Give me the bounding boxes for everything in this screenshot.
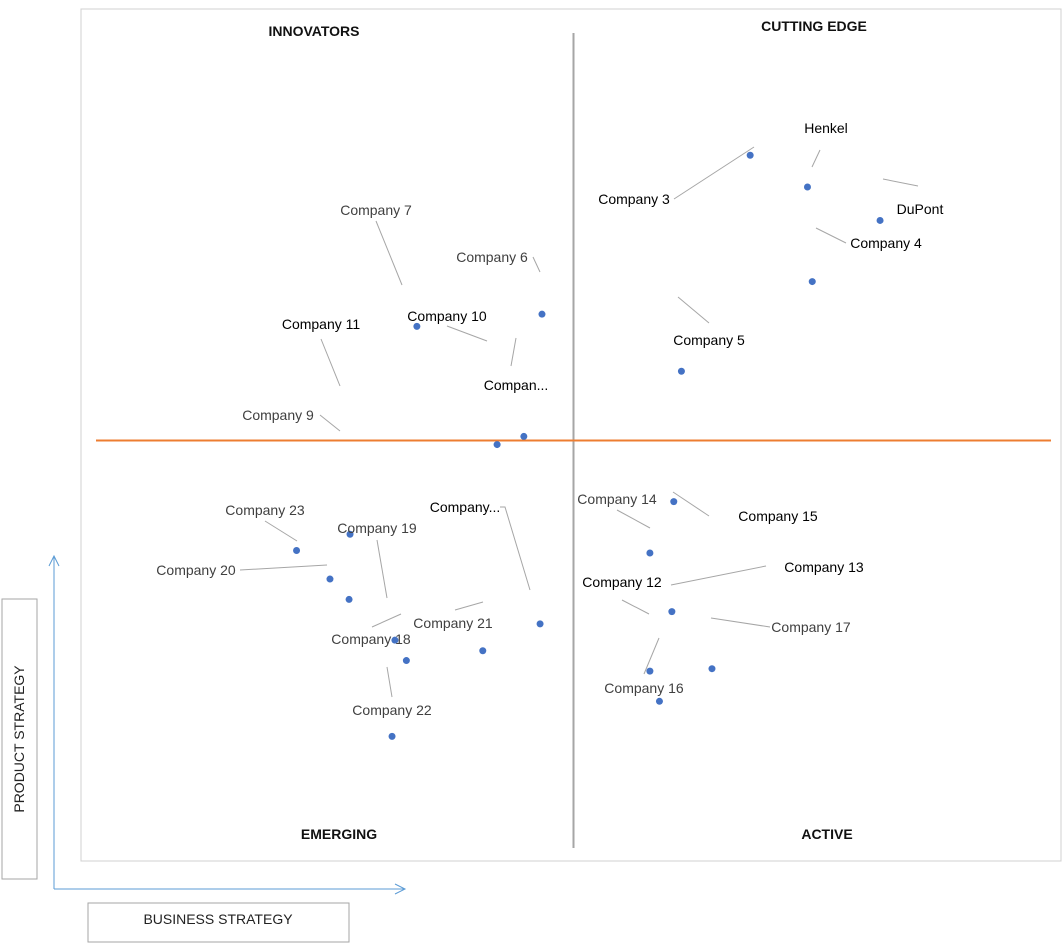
point-company-5[interactable] (677, 367, 685, 375)
point-label-company-10: Company 10 (407, 308, 487, 324)
point-company-16[interactable] (655, 697, 663, 705)
point-label-company-16: Company 16 (604, 680, 684, 696)
point-company-19[interactable] (391, 636, 399, 644)
point-company-12[interactable] (646, 667, 654, 675)
point-company-15[interactable] (670, 498, 678, 506)
point-label-henkel: Henkel (804, 120, 848, 136)
leader-line-company-6 (532, 256, 541, 273)
point-company-7[interactable] (413, 322, 421, 330)
leader-line-company-5 (677, 296, 710, 324)
leader-line-company-23 (264, 520, 298, 542)
leader-line-company-7 (375, 220, 403, 286)
point-compan[interactable] (520, 432, 528, 440)
leader-line-company-3 (673, 146, 755, 200)
point-label-company-21: Company 21 (413, 615, 493, 631)
point-label-company-18: Company 18 (331, 631, 411, 647)
leader-lines (239, 146, 919, 698)
point-label-company-19: Company 19 (337, 520, 417, 536)
point-label-company: Company... (430, 499, 501, 515)
leader-line-company-17 (710, 617, 771, 628)
point-company-9[interactable] (345, 595, 353, 603)
point-label-company-20: Company 20 (156, 562, 236, 578)
y-axis-title: PRODUCT STRATEGY (11, 665, 27, 813)
point-company-18[interactable] (402, 657, 410, 665)
leader-line-company-13 (670, 565, 767, 586)
leader-line-company-15 (672, 491, 710, 517)
data-points (293, 151, 884, 740)
point-label-company-3: Company 3 (598, 191, 670, 207)
point-company-21[interactable] (479, 647, 487, 655)
point-label-company-22: Company 22 (352, 702, 432, 718)
point-company-17[interactable] (708, 665, 716, 673)
point-company-13[interactable] (668, 608, 676, 616)
leader-line-company-9 (319, 414, 341, 432)
point-label-company-15: Company 15 (738, 508, 818, 524)
leader-line-company (500, 506, 531, 591)
y-axis-arrow (48, 554, 60, 889)
point-company-10[interactable] (493, 441, 501, 449)
point-dupont[interactable] (876, 216, 884, 224)
y-axis-title-box (1, 598, 38, 880)
point-label-company-5: Company 5 (673, 332, 745, 348)
leader-line-company-10 (446, 325, 488, 342)
point-company-22[interactable] (388, 732, 396, 740)
point-label-dupont: DuPont (897, 201, 944, 217)
leader-line-company-11 (320, 338, 341, 387)
leader-line-company-4 (815, 227, 847, 244)
leader-line-company-14 (616, 509, 651, 529)
quadrant-label-cutting-edge: CUTTING EDGE (761, 18, 867, 34)
leader-line-dupont (882, 178, 919, 187)
point-label-company-13: Company 13 (784, 559, 864, 575)
point-company-6[interactable] (538, 310, 546, 318)
point-company-23[interactable] (293, 547, 301, 555)
point-company-14[interactable] (646, 549, 654, 557)
x-axis-title-box (87, 902, 350, 943)
point-company-20[interactable] (326, 575, 334, 583)
leader-line-company-16 (643, 637, 660, 675)
point-label-company-9: Company 9 (242, 407, 314, 423)
point-label-company-7: Company 7 (340, 202, 412, 218)
leader-line-henkel (811, 149, 821, 168)
point-henkel[interactable] (803, 183, 811, 191)
point-company-11[interactable] (346, 530, 354, 538)
leader-line-company-18 (371, 613, 402, 628)
point-label-company-12: Company 12 (582, 574, 662, 590)
leader-line-company-20 (239, 564, 328, 571)
plot-frame (80, 8, 1062, 862)
quadrant-label-emerging: EMERGING (301, 826, 377, 842)
point-company[interactable] (536, 620, 544, 628)
point-label-company-6: Company 6 (456, 249, 528, 265)
point-label-company-4: Company 4 (850, 235, 922, 251)
leader-line-company-21 (454, 601, 484, 611)
leader-line-compan (510, 337, 517, 367)
point-company-4[interactable] (808, 278, 816, 286)
quadrant-label-active: ACTIVE (801, 826, 852, 842)
point-labels: Henkel DuPont Company 3 Company 4 Company 5 C… (156, 120, 943, 718)
point-label-compan: Compan... (484, 377, 549, 393)
point-label-company-17: Company 17 (771, 619, 851, 635)
point-label-company-14: Company 14 (577, 491, 657, 507)
leader-line-company-19 (376, 539, 388, 599)
leader-line-company-12 (621, 599, 650, 615)
point-label-company-23: Company 23 (225, 502, 305, 518)
point-label-company-11: Company 11 (282, 316, 361, 332)
x-axis-arrow (54, 883, 407, 895)
quadrant-label-innovators: INNOVATORS (268, 23, 359, 39)
x-axis-title: BUSINESS STRATEGY (143, 911, 293, 927)
leader-line-company-22 (386, 666, 393, 698)
point-company-3[interactable] (746, 151, 754, 159)
